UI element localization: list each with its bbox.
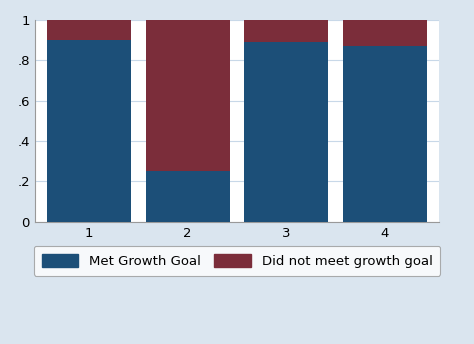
Bar — [47, 20, 131, 40]
Bar — [47, 40, 131, 222]
Bar — [245, 42, 328, 222]
Bar — [343, 20, 427, 46]
Bar — [146, 20, 229, 171]
Bar — [146, 171, 229, 222]
Bar — [343, 46, 427, 222]
Bar — [245, 20, 328, 42]
Legend: Met Growth Goal, Did not meet growth goal: Met Growth Goal, Did not meet growth goa… — [34, 246, 440, 276]
